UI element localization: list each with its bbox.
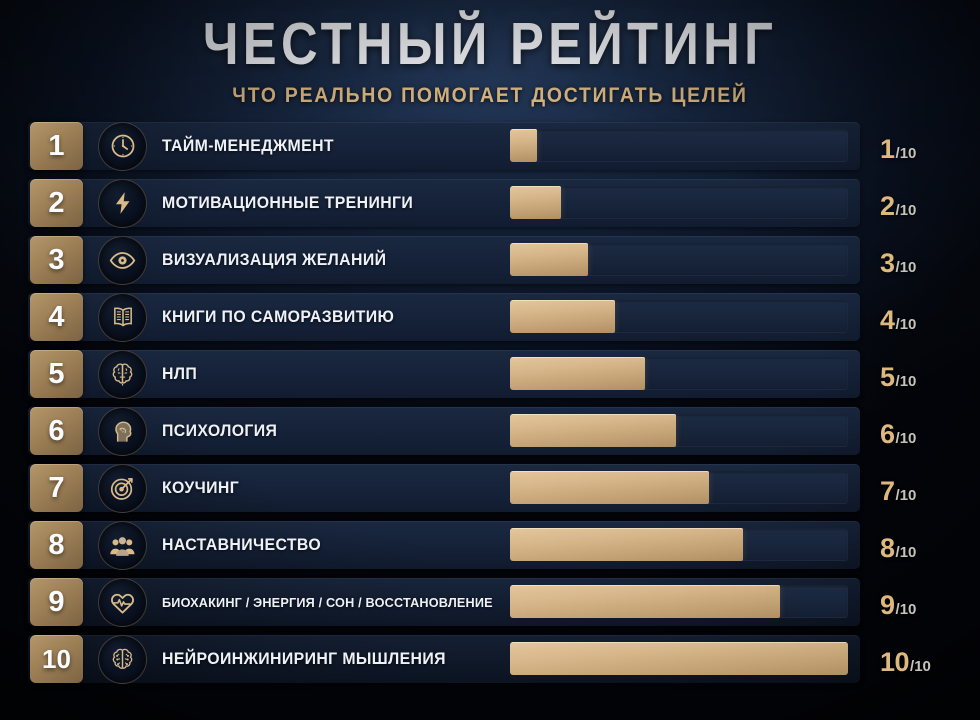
bar-track	[510, 585, 848, 619]
rank-badge: 6	[30, 407, 83, 456]
brain-circuit-icon	[98, 634, 147, 684]
bar-track	[510, 129, 848, 163]
bar-fill	[510, 528, 744, 562]
row-label: КОУЧИНГ	[162, 478, 240, 497]
row-label: НАСТАВНИЧЕСТВО	[162, 535, 322, 554]
score-value: 1/10	[880, 122, 916, 170]
score-number: 1	[880, 134, 895, 165]
rank-badge: 5	[30, 350, 83, 399]
heart-pulse-icon	[98, 577, 147, 627]
score-number: 7	[880, 476, 895, 507]
table-row[interactable]: 1 ТАЙМ-МЕНЕДЖМЕНТ 1/10	[0, 121, 980, 171]
clock-icon	[98, 121, 147, 171]
table-row[interactable]: 6 ПСИХОЛОГИЯ 6/10	[0, 406, 980, 456]
score-denominator: /10	[910, 658, 931, 676]
score-number: 5	[880, 362, 895, 393]
score-denominator: /10	[895, 145, 917, 163]
table-row[interactable]: 4 КНИГИ ПО САМОРАЗВИТИЮ 4/10	[0, 292, 980, 342]
bar-track	[510, 414, 848, 448]
row-label: ПСИХОЛОГИЯ	[162, 421, 278, 440]
rank-badge: 10	[30, 635, 83, 684]
bar-fill	[510, 414, 676, 448]
score-denominator: /10	[895, 316, 917, 334]
score-denominator: /10	[895, 601, 917, 619]
score-number: 9	[880, 590, 895, 621]
poster-header: ЧЕСТНЫЙ РЕЙТИНГ ЧТО РЕАЛЬНО ПОМОГАЕТ ДОС…	[0, 0, 980, 108]
score-number: 10	[880, 647, 910, 678]
score-denominator: /10	[895, 202, 917, 220]
row-label: НЕЙРОИНЖИНИРИНГ МЫШЛЕНИЯ	[162, 649, 446, 668]
lightning-bolt-icon	[98, 178, 147, 228]
bar-track	[510, 471, 848, 505]
rank-badge: 9	[30, 578, 83, 627]
bar-track	[510, 642, 848, 676]
score-number: 2	[880, 191, 895, 222]
bar-fill	[510, 186, 561, 220]
people-group-icon	[98, 520, 147, 570]
bar-fill	[510, 300, 615, 334]
row-label: ТАЙМ-МЕНЕДЖМЕНТ	[162, 136, 334, 155]
head-brain-icon	[98, 406, 147, 456]
table-row[interactable]: 7 КОУЧИНГ 7/10	[0, 463, 980, 513]
score-denominator: /10	[895, 259, 917, 277]
table-row[interactable]: 3 ВИЗУАЛИЗАЦИЯ ЖЕЛАНИЙ 3/10	[0, 235, 980, 285]
table-row[interactable]: 10 НЕЙРОИНЖИНИРИНГ МЫШЛЕНИЯ 10/10	[0, 634, 980, 684]
bar-fill	[510, 471, 710, 505]
row-label: БИОХАКИНГ / ЭНЕРГИЯ / СОН / ВОССТАНОВЛЕН…	[162, 594, 493, 610]
bar-fill	[510, 357, 646, 391]
rank-badge: 8	[30, 521, 83, 570]
rank-badge: 1	[30, 122, 83, 171]
score-number: 6	[880, 419, 895, 450]
open-book-icon	[98, 292, 147, 342]
ranking-list: 1 ТАЙМ-МЕНЕДЖМЕНТ 1/10 2 МОТИВАЦИОННЫЕ ТРЕНИ…	[0, 121, 980, 684]
bar-track	[510, 528, 848, 562]
table-row[interactable]: 8 НАСТАВНИЧЕСТВО 8/10	[0, 520, 980, 570]
score-denominator: /10	[895, 430, 917, 448]
bar-fill	[510, 243, 588, 277]
bar-fill	[510, 585, 781, 619]
score-value: 10/10	[880, 635, 931, 683]
score-number: 4	[880, 305, 895, 336]
score-denominator: /10	[895, 373, 917, 391]
score-value: 9/10	[880, 578, 916, 626]
table-row[interactable]: 5 НЛП 5/10	[0, 349, 980, 399]
score-value: 8/10	[880, 521, 916, 569]
row-label: КНИГИ ПО САМОРАЗВИТИЮ	[162, 307, 395, 326]
score-denominator: /10	[895, 544, 917, 562]
row-label: НЛП	[162, 364, 198, 383]
table-row[interactable]: 2 МОТИВАЦИОННЫЕ ТРЕНИНГИ 2/10	[0, 178, 980, 228]
page-title: ЧЕСТНЫЙ РЕЙТИНГ	[202, 11, 778, 77]
table-row[interactable]: 9 БИОХАКИНГ / ЭНЕРГИЯ / СОН / ВОССТАНОВЛЕ…	[0, 577, 980, 627]
rank-badge: 7	[30, 464, 83, 513]
score-denominator: /10	[895, 487, 917, 505]
bar-fill	[510, 642, 848, 676]
target-arrow-icon	[98, 463, 147, 513]
bar-track	[510, 357, 848, 391]
rank-badge: 4	[30, 293, 83, 342]
page-subtitle: ЧТО РЕАЛЬНО ПОМОГАЕТ ДОСТИГАТЬ ЦЕЛЕЙ	[232, 83, 748, 108]
score-value: 6/10	[880, 407, 916, 455]
eye-icon	[98, 235, 147, 285]
score-value: 5/10	[880, 350, 916, 398]
score-number: 8	[880, 533, 895, 564]
rank-badge: 2	[30, 179, 83, 228]
score-value: 2/10	[880, 179, 916, 227]
bar-track	[510, 186, 848, 220]
bar-track	[510, 243, 848, 277]
brain-icon	[98, 349, 147, 399]
score-number: 3	[880, 248, 895, 279]
score-value: 7/10	[880, 464, 916, 512]
bar-track	[510, 300, 848, 334]
bar-fill	[510, 129, 538, 163]
rank-badge: 3	[30, 236, 83, 285]
row-label: МОТИВАЦИОННЫЕ ТРЕНИНГИ	[162, 193, 414, 212]
score-value: 4/10	[880, 293, 916, 341]
row-label: ВИЗУАЛИЗАЦИЯ ЖЕЛАНИЙ	[162, 250, 387, 269]
score-value: 3/10	[880, 236, 916, 284]
